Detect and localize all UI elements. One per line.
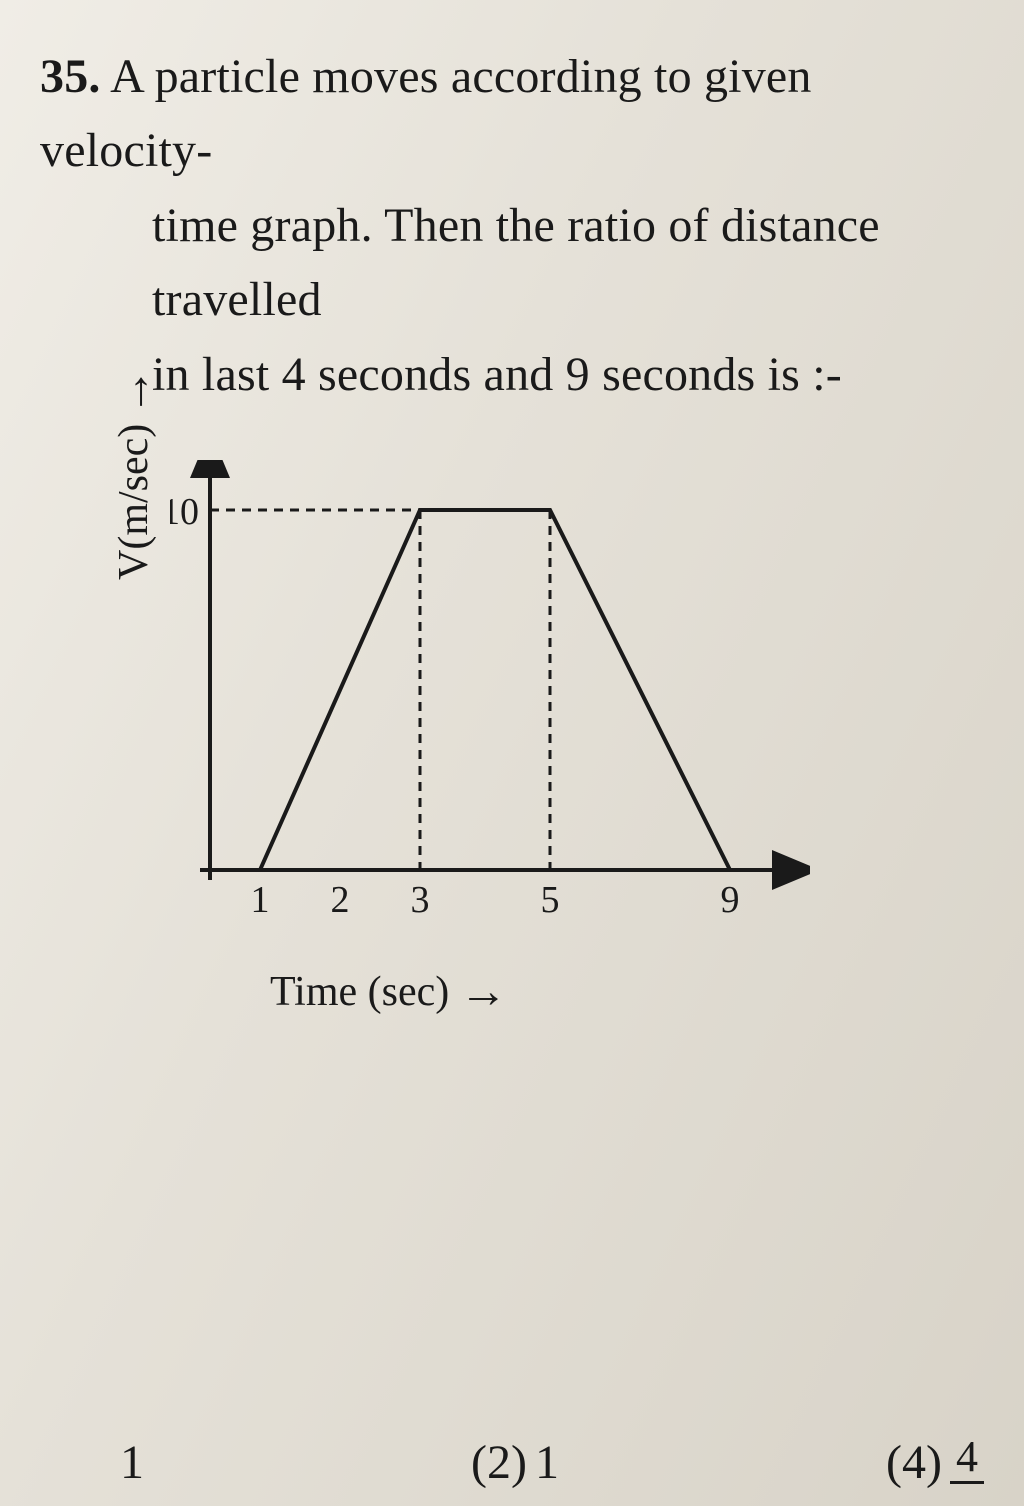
- y-axis-label-group: V(m/sec) →: [110, 368, 158, 580]
- x-axis-label: Time (sec): [270, 968, 449, 1016]
- option-2-label: (2): [471, 1435, 527, 1490]
- dashed-lines: [210, 510, 550, 870]
- option-4-fraction: 4: [950, 1435, 984, 1486]
- svg-text:5: 5: [541, 879, 560, 921]
- x-tick-labels: 1 2 3 5 9: [251, 879, 740, 921]
- y-tick-labels: 10: [170, 491, 199, 533]
- option-4: (4) 4: [886, 1435, 984, 1490]
- y-axis-label: V(m/sec): [110, 424, 158, 580]
- option-2-value: 1: [535, 1435, 559, 1490]
- arrow-right-icon: →: [459, 968, 507, 1016]
- svg-text:9: 9: [721, 879, 740, 921]
- svg-text:1: 1: [251, 879, 270, 921]
- svg-text:3: 3: [411, 879, 430, 921]
- question-line-1: 35. A particle moves according to given …: [40, 40, 984, 189]
- answer-options-row: 1 (2) 1 (4) 4: [0, 1435, 1024, 1490]
- page: 35. A particle moves according to given …: [0, 0, 1024, 1506]
- option-left-value: 1: [120, 1435, 144, 1490]
- velocity-time-graph: V(m/sec) → 10 12359 Time (sec): [120, 440, 820, 1000]
- question-block: 35. A particle moves according to given …: [40, 40, 984, 412]
- question-number: 35.: [40, 50, 101, 103]
- option-4-label: (4): [886, 1435, 942, 1490]
- question-line-3: in last 4 seconds and 9 seconds is :-: [40, 338, 984, 412]
- option-fragment-left: 1: [120, 1435, 144, 1490]
- graph-svg: 10 1 2 3 5 9: [170, 460, 810, 930]
- svg-text:10: 10: [170, 491, 199, 533]
- svg-text:2: 2: [331, 879, 350, 921]
- x-axis-label-group: Time (sec) →: [270, 968, 507, 1016]
- question-text-1: A particle moves according to given velo…: [40, 50, 812, 177]
- question-line-2: time graph. Then the ratio of distance t…: [40, 189, 984, 338]
- option-4-frac-top: 4: [950, 1435, 984, 1484]
- arrow-up-icon: →: [110, 368, 158, 416]
- velocity-polyline: [260, 510, 730, 870]
- option-2: (2) 1: [471, 1435, 559, 1490]
